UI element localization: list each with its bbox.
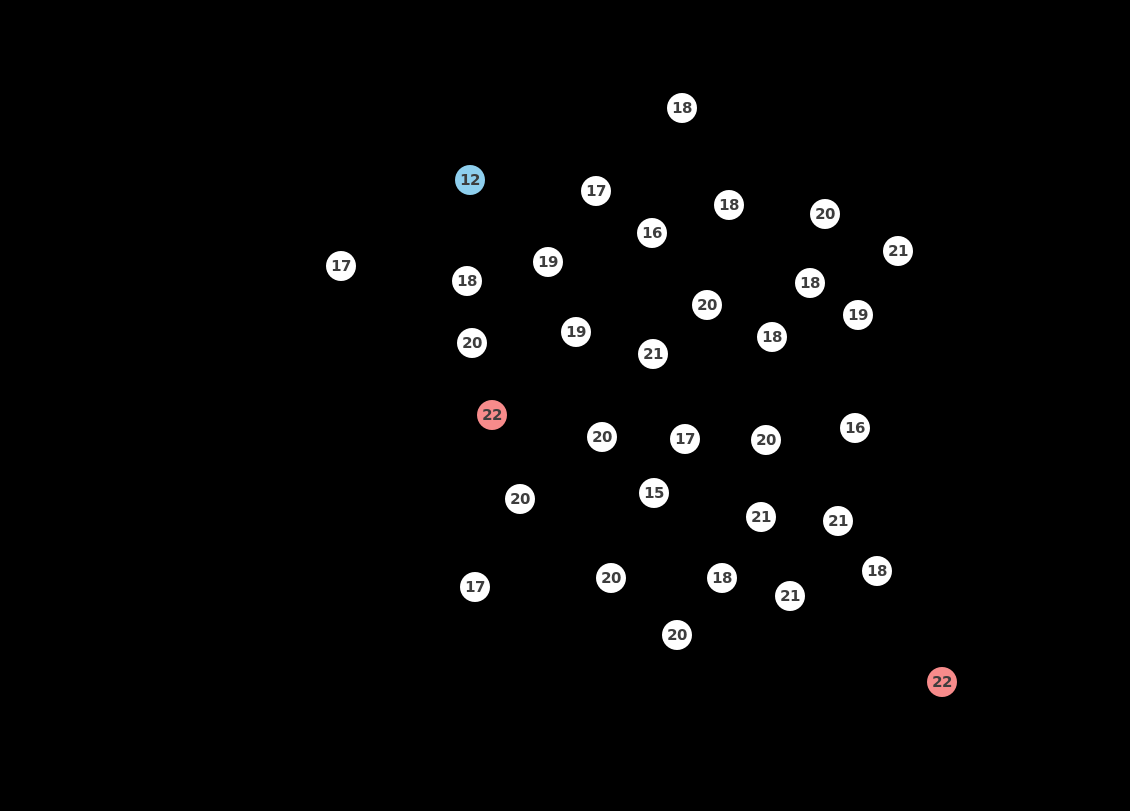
map-marker-label: 21 — [780, 586, 800, 605]
map-marker[interactable]: 20 — [596, 563, 626, 593]
map-marker-label: 21 — [643, 344, 663, 363]
map-marker-label: 20 — [510, 489, 530, 508]
map-marker-label: 20 — [601, 568, 621, 587]
map-marker[interactable]: 18 — [862, 556, 892, 586]
map-marker-label: 22 — [932, 672, 952, 691]
map-marker-label: 19 — [848, 305, 868, 324]
map-marker[interactable]: 22 — [477, 400, 507, 430]
map-marker-label: 15 — [644, 483, 664, 502]
map-marker[interactable]: 18 — [667, 93, 697, 123]
map-marker[interactable]: 20 — [662, 620, 692, 650]
map-marker[interactable]: 21 — [746, 502, 776, 532]
map-marker-label: 17 — [586, 181, 606, 200]
map-marker-label: 17 — [675, 429, 695, 448]
map-marker[interactable]: 17 — [460, 572, 490, 602]
map-marker-label: 21 — [828, 511, 848, 530]
map-marker[interactable]: 18 — [714, 190, 744, 220]
map-marker-label: 20 — [667, 625, 687, 644]
map-marker-label: 19 — [538, 252, 558, 271]
map-marker-label: 18 — [712, 568, 732, 587]
map-marker-label: 12 — [460, 170, 480, 189]
map-marker-label: 18 — [672, 98, 692, 117]
map-marker-label: 17 — [331, 256, 351, 275]
map-marker[interactable]: 20 — [587, 422, 617, 452]
map-marker-label: 18 — [762, 327, 782, 346]
map-marker-label: 18 — [719, 195, 739, 214]
map-marker[interactable]: 20 — [692, 290, 722, 320]
map-marker-label: 16 — [845, 418, 865, 437]
map-marker-label: 22 — [482, 405, 502, 424]
map-marker[interactable]: 21 — [883, 236, 913, 266]
map-marker[interactable]: 20 — [751, 425, 781, 455]
map-marker-label: 20 — [815, 204, 835, 223]
map-marker-label: 19 — [566, 322, 586, 341]
map-marker-label: 21 — [751, 507, 771, 526]
map-marker[interactable]: 19 — [843, 300, 873, 330]
map-marker[interactable]: 17 — [581, 176, 611, 206]
map-marker[interactable]: 20 — [505, 484, 535, 514]
map-marker-label: 17 — [465, 577, 485, 596]
map-marker[interactable]: 20 — [457, 328, 487, 358]
map-marker-label: 18 — [457, 271, 477, 290]
map-marker-label: 18 — [800, 273, 820, 292]
map-marker-label: 20 — [592, 427, 612, 446]
map-marker[interactable]: 18 — [452, 266, 482, 296]
map-marker[interactable]: 19 — [533, 247, 563, 277]
map-marker[interactable]: 18 — [757, 322, 787, 352]
map-marker[interactable]: 20 — [810, 199, 840, 229]
map-marker[interactable]: 17 — [670, 424, 700, 454]
map-marker[interactable]: 21 — [775, 581, 805, 611]
map-marker[interactable]: 21 — [823, 506, 853, 536]
map-marker-label: 18 — [867, 561, 887, 580]
map-marker-label: 21 — [888, 241, 908, 260]
map-marker-label: 16 — [642, 223, 662, 242]
map-marker[interactable]: 16 — [840, 413, 870, 443]
map-marker-label: 20 — [756, 430, 776, 449]
map-marker[interactable]: 18 — [795, 268, 825, 298]
map-marker[interactable]: 18 — [707, 563, 737, 593]
map-marker-label: 20 — [462, 333, 482, 352]
map-marker[interactable]: 16 — [637, 218, 667, 248]
map-marker[interactable]: 22 — [927, 667, 957, 697]
map-marker[interactable]: 21 — [638, 339, 668, 369]
map-marker-label: 20 — [697, 295, 717, 314]
map-marker[interactable]: 12 — [455, 165, 485, 195]
map-marker[interactable]: 15 — [639, 478, 669, 508]
map-marker[interactable]: 17 — [326, 251, 356, 281]
map-marker[interactable]: 19 — [561, 317, 591, 347]
